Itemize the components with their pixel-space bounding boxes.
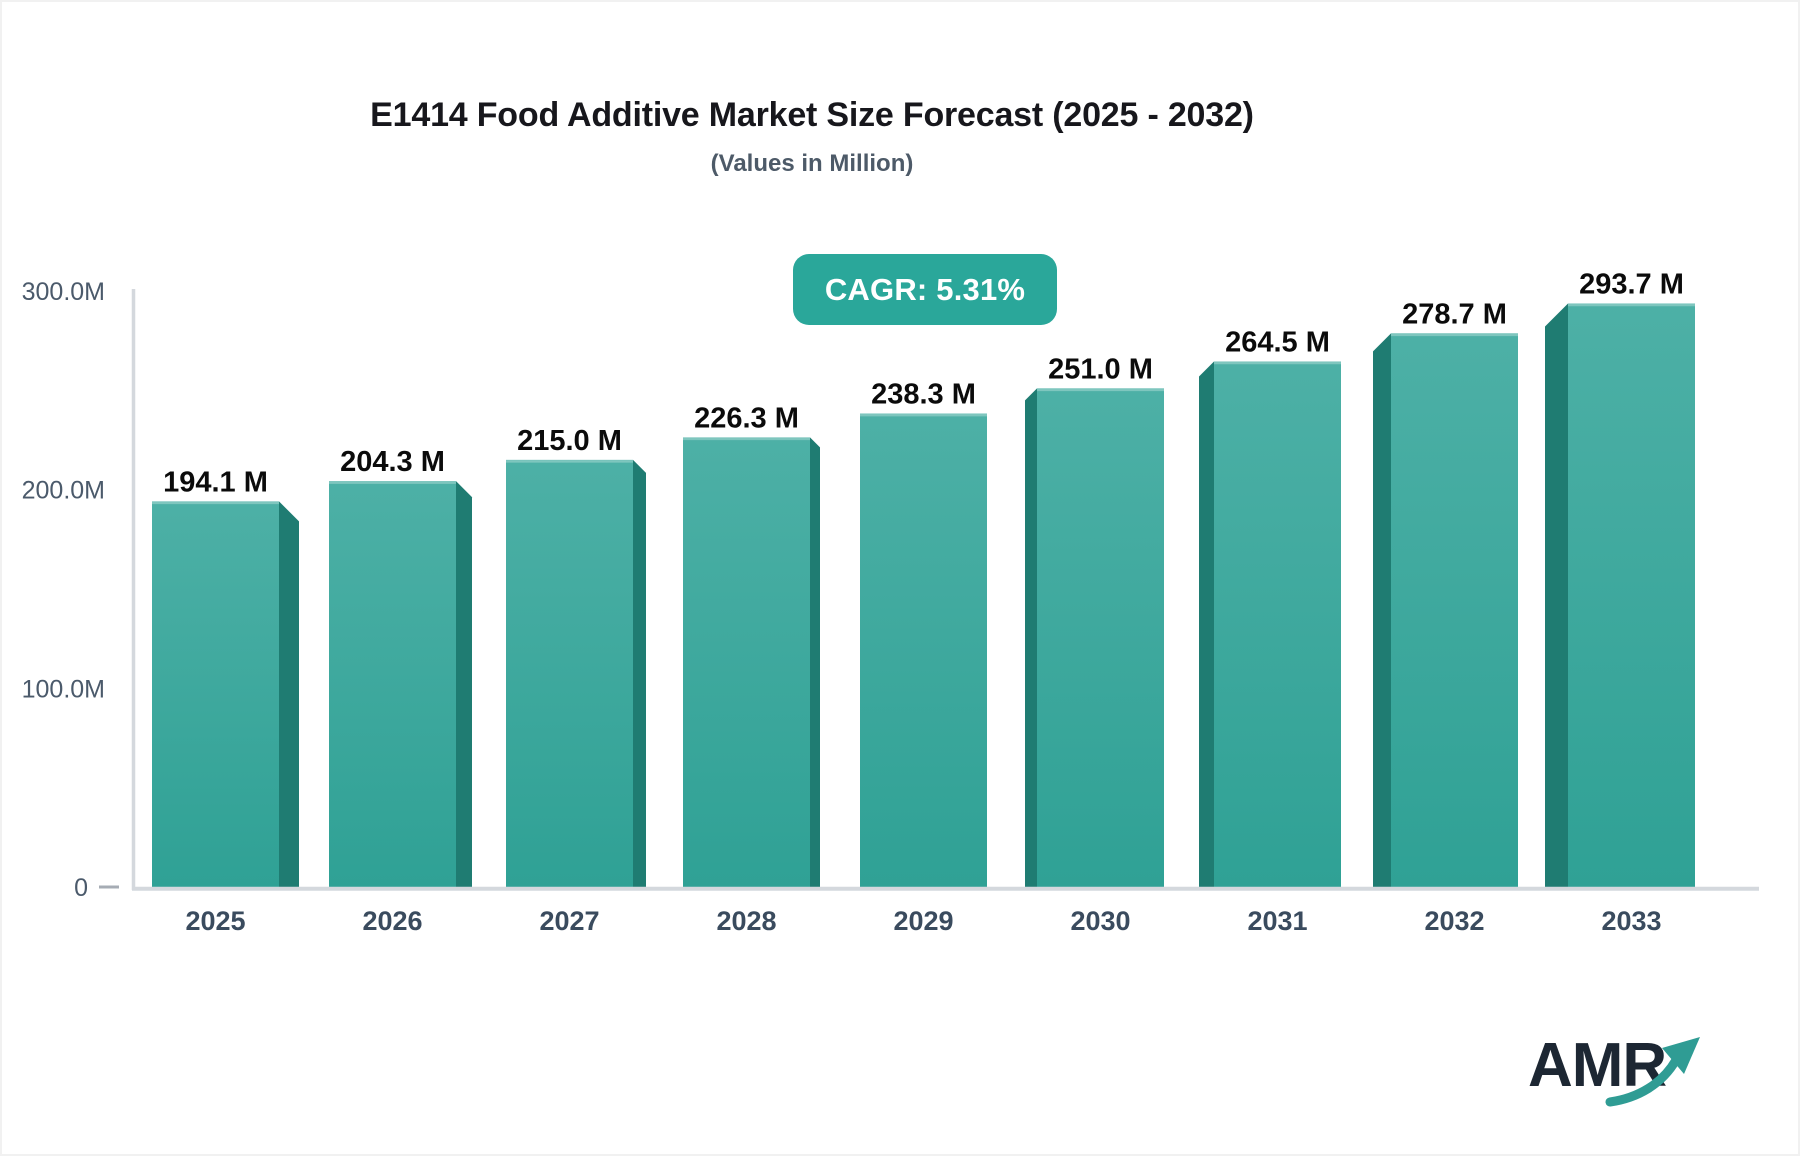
x-axis-label: 2032 (1424, 906, 1484, 936)
bar-2033[interactable] (1545, 303, 1695, 887)
x-axis-label: 2027 (539, 906, 599, 936)
bar-face (506, 459, 633, 887)
bar-face (152, 501, 279, 887)
bar-value-label: 226.3 M (694, 402, 799, 434)
x-axis-label: 2026 (362, 906, 422, 936)
cagr-badge: CAGR: 5.31% (793, 254, 1057, 325)
bar-2029[interactable] (860, 413, 987, 887)
bar-value-label: 194.1 M (163, 466, 268, 498)
bar-face (1568, 303, 1695, 887)
y-axis-label: 200.0M (22, 477, 105, 505)
bar-face (1037, 388, 1164, 887)
x-axis-label: 2033 (1601, 906, 1661, 936)
bar-side-panel (810, 437, 820, 887)
bar-2026[interactable] (329, 481, 472, 887)
growth-arrow-icon (1605, 1037, 1700, 1107)
bar-2028[interactable] (683, 437, 820, 887)
chart-title: E1414 Food Additive Market Size Forecast… (370, 96, 1254, 134)
amr-logo: AMR (1522, 1026, 1732, 1122)
bar-face (329, 481, 456, 887)
bar-value-label: 215.0 M (517, 425, 622, 457)
bar-value-label: 238.3 M (871, 379, 976, 411)
bar-side-panel (1373, 333, 1391, 887)
bar-side-panel (1025, 388, 1037, 887)
bar-2032[interactable] (1373, 333, 1518, 887)
bar-face (683, 437, 810, 887)
y-axis-label: 300.0M (22, 278, 105, 306)
bar-side-panel (1199, 361, 1214, 887)
x-axis-label: 2025 (185, 906, 245, 936)
bar-2025[interactable] (152, 501, 299, 887)
bar-2031[interactable] (1199, 361, 1341, 887)
y-axis-label: 0 (74, 874, 88, 902)
x-axis-label: 2028 (716, 906, 776, 936)
chart-subtitle: (Values in Million) (710, 150, 914, 177)
bar-value-label: 264.5 M (1225, 327, 1330, 359)
x-axis-label: 2031 (1247, 906, 1307, 936)
bar-side-panel (1545, 303, 1568, 887)
bar-value-label: 293.7 M (1579, 269, 1684, 301)
bar-2030[interactable] (1025, 388, 1164, 887)
bar-value-label: 251.0 M (1048, 353, 1153, 385)
x-axis-label: 2029 (893, 906, 953, 936)
bar-face (1391, 333, 1518, 887)
bar-face (1214, 361, 1341, 887)
cagr-badge-label: CAGR: 5.31% (824, 271, 1026, 307)
x-axis-label: 2030 (1070, 906, 1130, 936)
y-axis-label: 100.0M (22, 675, 105, 703)
bar-side-panel (456, 481, 472, 887)
bar-value-label: 278.7 M (1402, 298, 1507, 330)
bar-value-label: 204.3 M (340, 446, 445, 478)
bar-2027[interactable] (506, 459, 646, 887)
bar-side-panel (633, 459, 646, 887)
bar-side-panel (279, 501, 299, 887)
bar-face (860, 413, 987, 887)
